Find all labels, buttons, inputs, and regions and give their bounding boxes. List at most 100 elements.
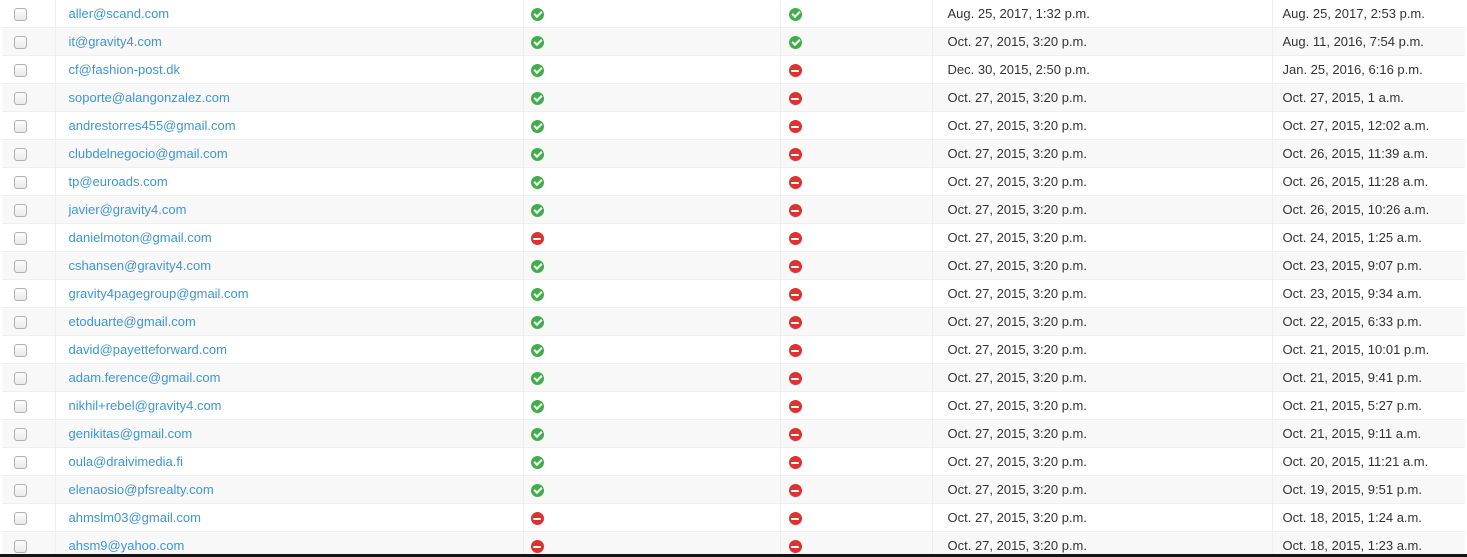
status-no-icon [788, 120, 802, 134]
row-checkbox[interactable] [14, 344, 27, 358]
date1-text: Oct. 27, 2015, 3:20 p.m. [947, 538, 1087, 553]
date2-cell: Oct. 18, 2015, 1:24 a.m. [1271, 503, 1465, 532]
status-no-icon [788, 512, 802, 526]
table-row: it@gravity4.com Oct. 27, 2015, 3:20 p.m.… [2, 27, 1465, 56]
status-no-icon [788, 484, 802, 498]
date1-cell: Oct. 27, 2015, 3:20 p.m. [931, 251, 1272, 280]
date2-cell: Oct. 21, 2015, 5:27 p.m. [1271, 391, 1465, 420]
status1-cell [522, 531, 780, 557]
row-checkbox[interactable] [14, 428, 27, 442]
date2-cell: Oct. 27, 2015, 1 a.m. [1271, 83, 1465, 112]
status1-cell [522, 307, 780, 336]
row-checkbox[interactable] [14, 484, 27, 498]
row-checkbox[interactable] [14, 400, 27, 414]
date1-text: Oct. 27, 2015, 3:20 p.m. [947, 118, 1087, 133]
row-checkbox[interactable] [14, 36, 27, 50]
row-checkbox[interactable] [14, 8, 27, 22]
row-checkbox[interactable] [14, 232, 27, 246]
status1-cell [522, 503, 780, 532]
email-link[interactable]: javier@gravity4.com [68, 202, 187, 217]
status-yes-icon [530, 36, 544, 50]
status2-cell [779, 335, 932, 364]
email-link[interactable]: cf@fashion-post.dk [68, 62, 180, 77]
date2-text: Oct. 26, 2015, 10:26 a.m. [1282, 202, 1430, 217]
date1-cell: Oct. 27, 2015, 3:20 p.m. [931, 279, 1272, 308]
row-checkbox[interactable] [14, 260, 27, 274]
row-checkbox[interactable] [14, 288, 27, 302]
date2-text: Oct. 23, 2015, 9:07 p.m. [1282, 258, 1422, 273]
status2-cell [779, 447, 932, 476]
email-link[interactable]: adam.ference@gmail.com [68, 370, 221, 385]
email-link[interactable]: aller@scand.com [68, 6, 170, 21]
row-checkbox[interactable] [14, 456, 27, 470]
status2-cell [779, 55, 932, 84]
email-link[interactable]: it@gravity4.com [68, 34, 162, 49]
table-row: tp@euroads.com Oct. 27, 2015, 3:20 p.m. … [2, 167, 1465, 196]
date1-text: Oct. 27, 2015, 3:20 p.m. [947, 454, 1087, 469]
email-cell: aller@scand.com [54, 0, 523, 28]
row-checkbox[interactable] [14, 316, 27, 330]
email-cell: it@gravity4.com [54, 27, 523, 56]
table-row: etoduarte@gmail.com Oct. 27, 2015, 3:20 … [2, 307, 1465, 336]
status2-cell [779, 475, 932, 504]
email-link[interactable]: cshansen@gravity4.com [68, 258, 212, 273]
row-checkbox[interactable] [14, 64, 27, 78]
email-cell: cshansen@gravity4.com [54, 251, 523, 280]
date2-cell: Aug. 11, 2016, 7:54 p.m. [1271, 27, 1465, 56]
email-link[interactable]: tp@euroads.com [68, 174, 168, 189]
date2-text: Aug. 25, 2017, 2:53 p.m. [1282, 6, 1425, 21]
email-link[interactable]: elenaosio@pfsrealty.com [68, 482, 214, 497]
email-link[interactable]: soporte@alangonzalez.com [68, 90, 230, 105]
date2-text: Oct. 21, 2015, 5:27 p.m. [1282, 398, 1422, 413]
email-cell: etoduarte@gmail.com [54, 307, 523, 336]
email-cell: ahmslm03@gmail.com [54, 503, 523, 532]
date1-text: Oct. 27, 2015, 3:20 p.m. [947, 342, 1087, 357]
date1-cell: Oct. 27, 2015, 3:20 p.m. [931, 419, 1272, 448]
date2-cell: Oct. 26, 2015, 11:39 a.m. [1271, 139, 1465, 168]
row-checkbox[interactable] [14, 204, 27, 218]
table-row: cshansen@gravity4.com Oct. 27, 2015, 3:2… [2, 251, 1465, 280]
checkbox-cell [2, 363, 55, 392]
status-no-icon [788, 316, 802, 330]
checkbox-cell [2, 503, 55, 532]
date2-text: Aug. 11, 2016, 7:54 p.m. [1282, 34, 1424, 49]
email-link[interactable]: andrestorres455@gmail.com [68, 118, 236, 133]
email-link[interactable]: ahsm9@yahoo.com [68, 538, 185, 553]
email-link[interactable]: danielmoton@gmail.com [68, 230, 212, 245]
email-link[interactable]: nikhil+rebel@gravity4.com [68, 398, 222, 413]
email-link[interactable]: gravity4pagegroup@gmail.com [68, 286, 249, 301]
status-no-icon [788, 344, 802, 358]
checkbox-cell [2, 139, 55, 168]
status-no-icon [788, 92, 802, 106]
date2-cell: Aug. 25, 2017, 2:53 p.m. [1271, 0, 1465, 28]
date1-text: Oct. 27, 2015, 3:20 p.m. [947, 370, 1087, 385]
row-checkbox[interactable] [14, 512, 27, 526]
email-link[interactable]: oula@draivimedia.fi [68, 454, 183, 469]
date2-cell: Oct. 21, 2015, 9:41 p.m. [1271, 363, 1465, 392]
date1-cell: Oct. 27, 2015, 3:20 p.m. [931, 223, 1272, 252]
row-checkbox[interactable] [14, 120, 27, 134]
date2-cell: Oct. 19, 2015, 9:51 p.m. [1271, 475, 1465, 504]
row-checkbox[interactable] [14, 540, 27, 554]
status1-cell [522, 27, 780, 56]
date1-text: Oct. 27, 2015, 3:20 p.m. [947, 230, 1087, 245]
date1-text: Oct. 27, 2015, 3:20 p.m. [947, 202, 1087, 217]
checkbox-cell [2, 27, 55, 56]
status2-cell [779, 363, 932, 392]
status1-cell [522, 0, 780, 28]
email-link[interactable]: etoduarte@gmail.com [68, 314, 196, 329]
table-row: adam.ference@gmail.com Oct. 27, 2015, 3:… [2, 363, 1465, 392]
row-checkbox[interactable] [14, 92, 27, 106]
email-link[interactable]: clubdelnegocio@gmail.com [68, 146, 228, 161]
email-link[interactable]: genikitas@gmail.com [68, 426, 193, 441]
email-link[interactable]: david@payetteforward.com [68, 342, 227, 357]
row-checkbox[interactable] [14, 372, 27, 386]
row-checkbox[interactable] [14, 148, 27, 162]
email-cell: elenaosio@pfsrealty.com [54, 475, 523, 504]
status-no-icon [788, 260, 802, 274]
email-link[interactable]: ahmslm03@gmail.com [68, 510, 201, 525]
status-no-icon [788, 176, 802, 190]
checkbox-cell [2, 83, 55, 112]
row-checkbox[interactable] [14, 176, 27, 190]
table-row: david@payetteforward.com Oct. 27, 2015, … [2, 335, 1465, 364]
